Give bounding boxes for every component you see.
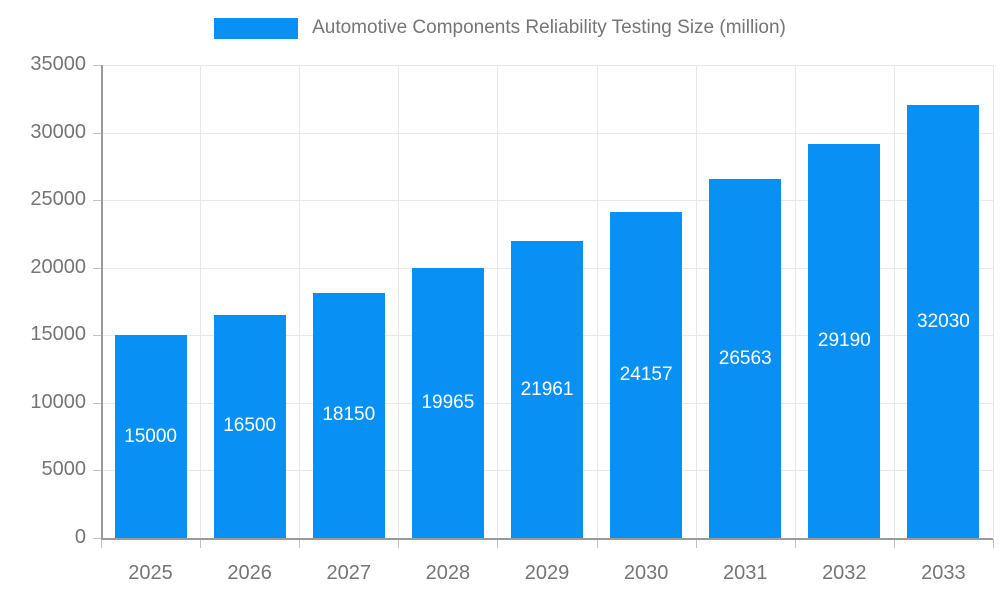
bar[interactable]: 32030	[907, 105, 980, 538]
bar[interactable]: 21961	[511, 241, 583, 538]
bar-value-label: 19965	[421, 392, 475, 414]
x-tick-label: 2033	[921, 562, 966, 584]
y-axis-tick	[93, 538, 101, 539]
x-axis-tick	[497, 539, 499, 548]
y-tick-label: 0	[74, 526, 86, 548]
x-tick-label: 2028	[425, 562, 471, 584]
y-axis-tick	[93, 470, 101, 472]
x-grid-line	[794, 65, 796, 538]
bar-value-label: 18150	[322, 404, 376, 426]
y-axis-tick	[93, 132, 101, 134]
y-axis-tick	[93, 200, 101, 202]
y-tick-label: 35000	[30, 53, 86, 75]
y-axis-tick	[93, 402, 101, 404]
bar-value-label: 26563	[718, 347, 772, 369]
x-tick-label: 2029	[524, 562, 570, 584]
x-axis-tick	[200, 539, 202, 548]
y-tick-label: 15000	[30, 323, 86, 346]
bar-value-label: 29190	[817, 329, 871, 351]
x-axis-tick	[299, 539, 301, 548]
x-tick-label: 2032	[822, 562, 867, 584]
bar[interactable]: 19965	[411, 268, 484, 538]
x-grid-line	[893, 65, 895, 538]
bar[interactable]: 24157	[610, 211, 683, 538]
bar-value-label: 21961	[520, 378, 574, 400]
bar-value-label: 24157	[619, 363, 673, 385]
bar[interactable]: 29190	[808, 143, 881, 538]
y-axis-tick	[93, 65, 101, 66]
x-grid-line	[497, 65, 499, 538]
x-grid-line	[596, 65, 598, 538]
x-axis-tick	[398, 539, 400, 548]
x-axis-tick	[893, 539, 895, 548]
y-axis-tick	[93, 267, 101, 269]
x-axis-tick	[101, 539, 102, 548]
bar-value-label: 32030	[917, 310, 970, 332]
x-grid-line	[200, 65, 202, 538]
bar[interactable]: 18150	[312, 292, 385, 538]
y-tick-label: 30000	[30, 120, 86, 143]
x-axis-line	[101, 538, 993, 540]
y-tick-label: 20000	[30, 255, 86, 278]
legend-swatch	[214, 17, 299, 39]
y-tick-label: 5000	[41, 458, 87, 481]
x-axis-tick	[993, 539, 994, 548]
x-tick-label: 2026	[227, 562, 272, 584]
x-axis-tick	[695, 539, 697, 548]
bar-value-label: 15000	[124, 425, 177, 447]
x-grid-line	[993, 65, 994, 538]
legend-label: Automotive Components Reliability Testin…	[312, 17, 786, 38]
y-axis-tick	[93, 335, 101, 337]
x-tick-label: 2030	[623, 562, 669, 584]
x-grid-line	[695, 65, 697, 538]
y-tick-label: 25000	[30, 188, 86, 211]
y-grid-line	[101, 132, 993, 134]
x-tick-label: 2027	[326, 562, 372, 584]
y-axis-line	[101, 65, 103, 539]
bar-value-label: 16500	[223, 415, 277, 437]
legend[interactable]: Automotive Components Reliability Testin…	[0, 17, 1000, 39]
y-grid-line	[101, 65, 993, 66]
y-tick-label: 10000	[30, 390, 86, 413]
x-axis-tick	[596, 539, 598, 548]
x-grid-line	[299, 65, 301, 538]
x-tick-label: 2031	[722, 562, 768, 584]
bar[interactable]: 16500	[213, 315, 286, 538]
x-grid-line	[398, 65, 400, 538]
x-axis-tick	[794, 539, 796, 548]
bar[interactable]: 15000	[114, 335, 187, 538]
x-tick-label: 2025	[128, 562, 173, 584]
y-grid-line	[101, 200, 993, 202]
bar[interactable]: 26563	[709, 179, 782, 538]
